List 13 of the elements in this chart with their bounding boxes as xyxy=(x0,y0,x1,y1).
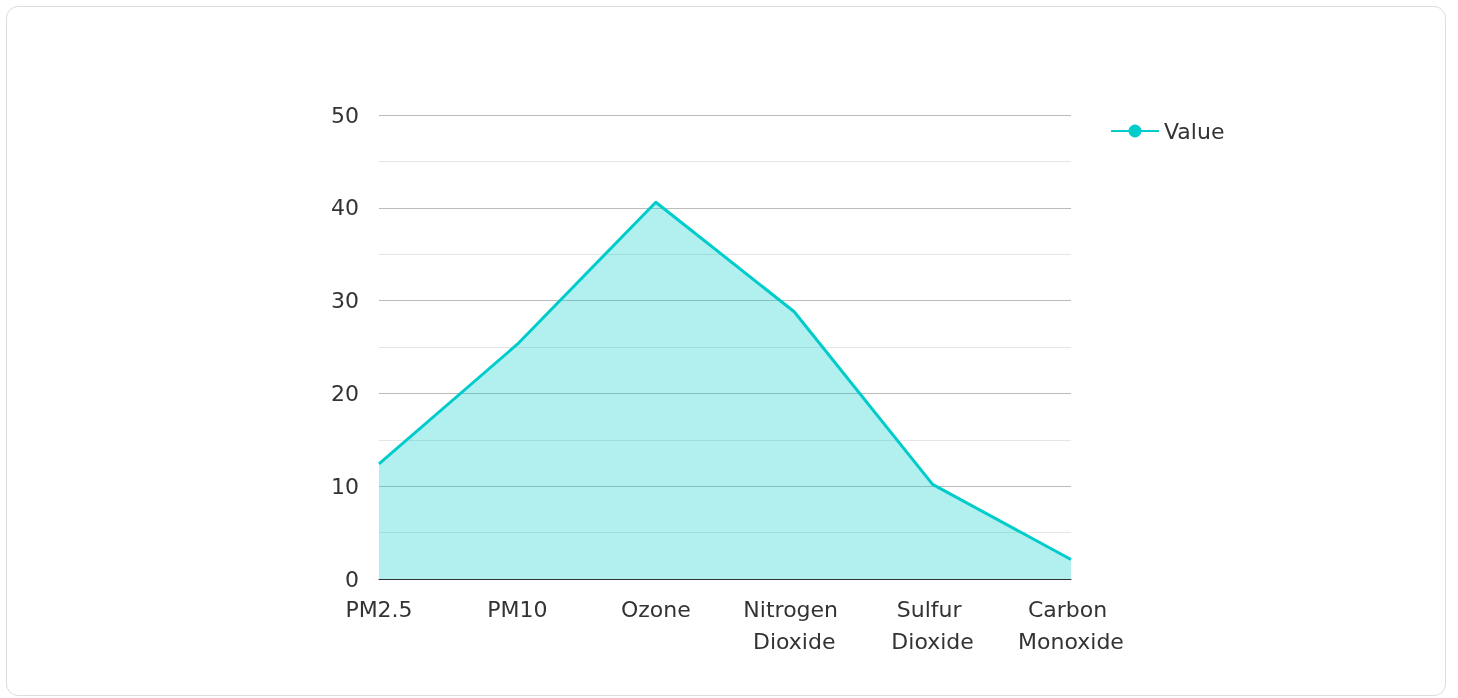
y-tick-label: 40 xyxy=(331,195,359,221)
x-tick-label: Sulfur Dioxide xyxy=(891,596,974,654)
y-tick-label: 50 xyxy=(331,102,359,128)
x-tick-label: PM2.5 xyxy=(345,596,413,622)
x-tick-label: Ozone xyxy=(620,596,691,622)
y-tick-label: 10 xyxy=(331,473,359,499)
legend-label: Value xyxy=(1164,118,1225,144)
y-tick-label: 20 xyxy=(331,380,359,406)
x-tick-label: PM10 xyxy=(487,596,548,622)
x-tick-label: Nitrogen Dioxide xyxy=(743,596,846,654)
x-tick-label: Carbon Monoxide xyxy=(1018,596,1124,654)
y-tick-label: 0 xyxy=(345,566,359,592)
y-tick-label: 30 xyxy=(331,288,359,314)
